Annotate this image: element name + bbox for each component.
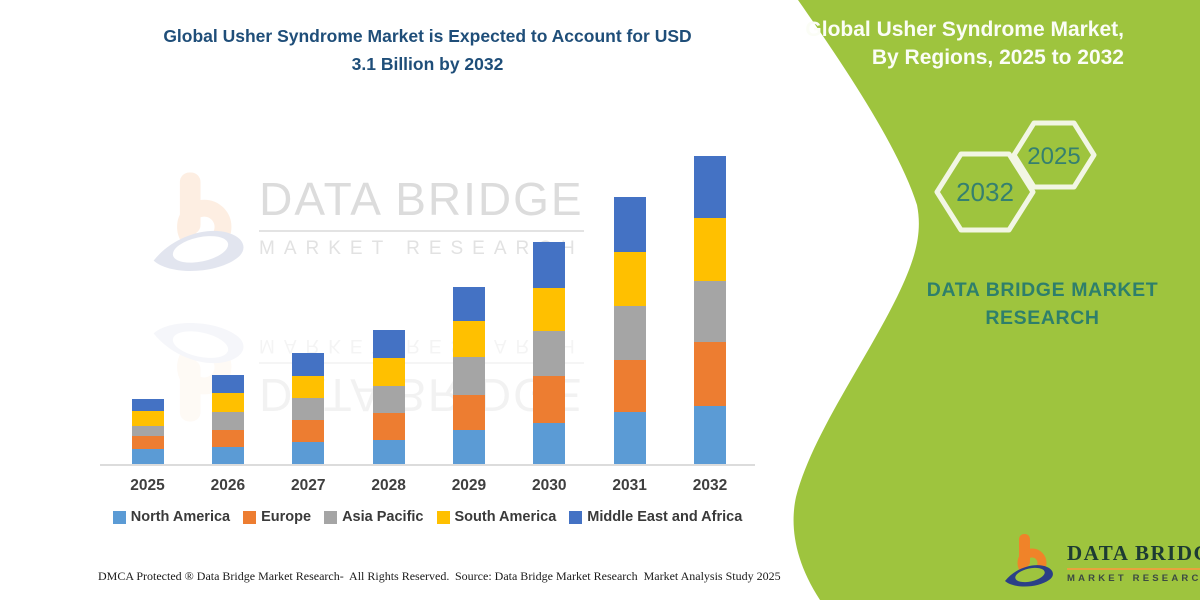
x-axis-label-2027: 2027 xyxy=(290,477,326,494)
hexagon-2032: 2032 xyxy=(934,151,1036,233)
bar-segment-south-america xyxy=(613,252,646,306)
bar-segment-asia-pacific xyxy=(211,412,244,430)
legend-label-north-america: North America xyxy=(130,509,231,525)
bar-2029 xyxy=(452,287,485,465)
x-axis-label-2029: 2029 xyxy=(451,477,487,494)
bar-segment-south-america xyxy=(533,288,566,331)
legend-swatch-asia-pacific xyxy=(324,510,338,524)
bar-segment-south-america xyxy=(452,321,485,357)
x-axis-label-2032: 2032 xyxy=(692,477,728,494)
bar-segment-middle-east-and-africa xyxy=(694,156,727,218)
x-axis-label-2028: 2028 xyxy=(371,477,406,494)
bar-segment-north-america xyxy=(452,430,485,465)
page-title-line1: Global Usher Syndrome Market is Expected… xyxy=(163,26,692,46)
bar-segment-north-america xyxy=(372,440,405,465)
legend-label-asia-pacific: Asia Pacific xyxy=(342,509,424,525)
logo-brand-subtitle: MARKET RESEARCH xyxy=(1067,572,1200,584)
legend-swatch-europe xyxy=(243,510,257,524)
bar-segment-middle-east-and-africa xyxy=(372,330,405,358)
x-axis-label-2031: 2031 xyxy=(612,477,647,494)
bar-segment-south-america xyxy=(131,411,164,426)
brand-wordmark-line2: RESEARCH xyxy=(985,307,1100,330)
bar-segment-north-america xyxy=(533,423,566,465)
side-panel-title-line2: By Regions, 2025 to 2032 xyxy=(871,45,1124,69)
stacked-bar-chart xyxy=(131,156,727,465)
bar-segment-europe xyxy=(694,342,727,406)
legend-swatch-middle-east-and-africa xyxy=(569,510,583,524)
bar-segment-asia-pacific xyxy=(533,331,566,376)
green-panel-shape xyxy=(793,0,1200,600)
x-axis-label-2025: 2025 xyxy=(130,477,165,494)
bar-2031 xyxy=(613,197,646,465)
bar-segment-north-america xyxy=(292,442,325,465)
bar-segment-middle-east-and-africa xyxy=(452,287,485,321)
bar-segment-asia-pacific xyxy=(613,306,646,360)
bar-segment-asia-pacific xyxy=(372,386,405,413)
logo-divider xyxy=(1067,567,1200,570)
bar-segment-europe xyxy=(533,376,566,423)
legend-item-europe: Europe xyxy=(243,509,311,525)
legend-item-south-america: South America xyxy=(436,509,557,525)
data-bridge-logo-icon xyxy=(1005,534,1053,587)
bar-segment-south-america xyxy=(372,358,405,386)
side-panel-title: Global Usher Syndrome Market, By Regions… xyxy=(805,16,1124,72)
legend-swatch-north-america xyxy=(112,510,126,524)
logo-brand-name: DATA BRIDGE xyxy=(1067,540,1200,565)
hexagon-2025: 2025 xyxy=(1011,120,1097,190)
bar-segment-middle-east-and-africa xyxy=(131,399,164,411)
page-title: Global Usher Syndrome Market is Expected… xyxy=(95,22,760,78)
brand-wordmark: DATA BRIDGE MARKET RESEARCH xyxy=(915,276,1170,333)
bar-segment-south-america xyxy=(694,218,727,281)
chart-legend: North America Europe Asia Pacific South Ame… xyxy=(95,509,760,525)
bar-segment-north-america xyxy=(613,412,646,465)
legend-item-middle-east-and-africa: Middle East and Africa xyxy=(569,509,742,525)
bar-segment-europe xyxy=(372,413,405,440)
brand-wordmark-line1: DATA BRIDGE MARKET xyxy=(926,279,1159,301)
bar-segment-asia-pacific xyxy=(452,357,485,395)
legend-item-asia-pacific: Asia Pacific xyxy=(324,509,424,525)
bar-segment-europe xyxy=(292,420,325,442)
data-bridge-logo: DATA BRIDGE MARKET RESEARCH xyxy=(1002,534,1200,590)
bar-segment-middle-east-and-africa xyxy=(533,242,566,288)
bar-segment-south-america xyxy=(211,393,244,412)
bar-segment-asia-pacific xyxy=(292,398,325,420)
legend-item-north-america: North America xyxy=(112,509,231,525)
bar-segment-north-america xyxy=(694,406,727,465)
page-title-line2: 3.1 Billion by 2032 xyxy=(351,54,504,74)
bar-segment-europe xyxy=(452,395,485,430)
bar-segment-asia-pacific xyxy=(694,281,727,342)
bar-segment-north-america xyxy=(211,447,244,465)
bar-segment-south-america xyxy=(292,376,325,398)
bar-segment-middle-east-and-africa xyxy=(211,375,244,393)
legend-label-middle-east-and-africa: Middle East and Africa xyxy=(587,509,743,525)
footer: DMCA Protected ® Data Bridge Market Rese… xyxy=(98,569,781,584)
hexagon-2025-label: 2025 xyxy=(1027,143,1080,170)
side-panel-title-line1: Global Usher Syndrome Market, xyxy=(805,18,1124,41)
green-side-panel: 2032 2025 xyxy=(793,0,1200,600)
bar-2027 xyxy=(292,353,325,465)
x-axis-label-2026: 2026 xyxy=(210,477,246,494)
bar-segment-europe xyxy=(211,430,244,447)
bar-2030 xyxy=(533,242,566,465)
bar-2028 xyxy=(372,330,405,465)
hexagon-2025-outline xyxy=(1011,120,1097,190)
bar-segment-north-america xyxy=(131,449,164,465)
bar-segment-europe xyxy=(131,436,164,449)
bar-segment-asia-pacific xyxy=(131,426,164,436)
bar-segment-middle-east-and-africa xyxy=(292,353,325,376)
legend-swatch-south-america xyxy=(436,510,450,524)
bar-2026 xyxy=(211,375,244,465)
x-axis-label-2030: 2030 xyxy=(532,477,567,494)
bar-2032 xyxy=(694,156,727,465)
legend-label-europe: Europe xyxy=(261,509,312,525)
hexagon-2032-label: 2032 xyxy=(956,177,1014,207)
x-axis-line xyxy=(100,464,755,466)
bar-segment-europe xyxy=(613,360,646,412)
source-note: Source: Data Bridge Market Research Mark… xyxy=(455,569,781,583)
legend-label-south-america: South America xyxy=(454,509,557,525)
bar-2025 xyxy=(131,399,164,465)
hexagon-2032-outline xyxy=(934,151,1036,233)
dmca-notice: DMCA Protected ® Data Bridge Market Rese… xyxy=(98,569,450,583)
bar-segment-middle-east-and-africa xyxy=(613,197,646,252)
